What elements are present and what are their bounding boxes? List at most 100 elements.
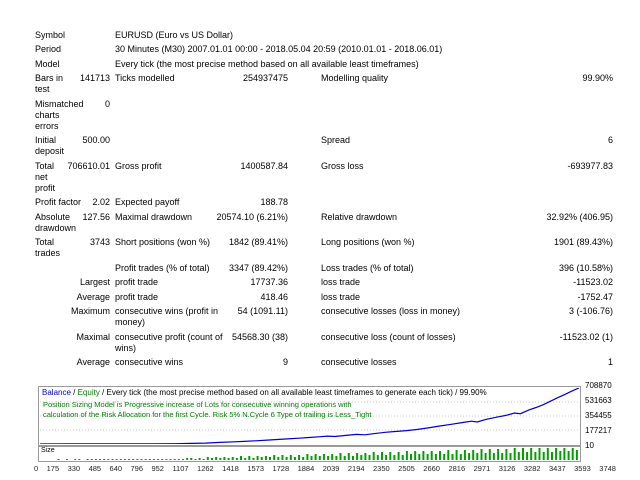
x-axis-label: 2971 bbox=[473, 464, 491, 473]
table-row: Profit trades (% of total) 3347 (89.42%) L… bbox=[0, 259, 640, 274]
stat-label: Relative drawdown bbox=[321, 211, 398, 222]
stat-value: Maximal bbox=[76, 331, 110, 342]
annotation-line2: calculation of the Risk Allocation for t… bbox=[43, 409, 372, 419]
x-axis-label: 3593 bbox=[574, 464, 591, 473]
stat-label: Symbol bbox=[35, 29, 66, 40]
stat-label: Model bbox=[35, 58, 60, 69]
stat-label: Mismatched charts errors bbox=[35, 98, 84, 131]
stat-cell-mid: Expected payoff 188.78 bbox=[115, 197, 288, 208]
stat-cell-left: Symbol bbox=[35, 30, 110, 41]
stat-cell-right: consecutive losses (loss in money) 3 (-10… bbox=[321, 306, 613, 317]
table-row: Initial deposit 500.00 Spread 6 bbox=[0, 132, 640, 158]
stat-value: 1901 (89.43%) bbox=[553, 237, 613, 247]
size-label: Size bbox=[41, 447, 55, 454]
stat-value: 706610.01 bbox=[67, 160, 110, 171]
x-axis-label: 952 bbox=[151, 464, 164, 473]
stat-cell-left: Absolute drawdown 127.56 bbox=[35, 212, 110, 234]
y-axis-label: 708870 bbox=[585, 381, 612, 390]
stat-value: -1752.47 bbox=[577, 291, 613, 302]
stat-label: Initial deposit bbox=[35, 135, 65, 156]
legend-balance: Balance bbox=[42, 388, 71, 397]
x-axis-label: 3748 bbox=[599, 464, 616, 473]
table-row: Profit factor 2.02 Expected payoff 188.78 bbox=[0, 194, 640, 209]
y-axis-label: 177217 bbox=[585, 426, 612, 435]
stat-text: 30 Minutes (M30) 2007.01.01 00:00 - 2018… bbox=[115, 44, 443, 54]
stat-cell-mid: EURUSD (Euro vs US Dollar) bbox=[115, 30, 288, 41]
stat-value: 54 (1091.11) bbox=[237, 306, 288, 316]
stat-cell-mid: consecutive profit (count of wins) 54568.… bbox=[115, 332, 288, 354]
stat-cell-mid: Short positions (won %) 1842 (89.41%) bbox=[115, 237, 288, 248]
x-axis-label: 640 bbox=[109, 464, 123, 473]
table-row: Model Every tick (the most precise method… bbox=[0, 55, 640, 70]
x-axis-label: 330 bbox=[67, 464, 81, 473]
stat-cell-right: consecutive loss (count of losses) -11523… bbox=[321, 332, 613, 343]
stat-label: Ticks modelled bbox=[115, 73, 175, 83]
table-row: Bars in test 141713 Ticks modelled 25493747… bbox=[0, 70, 640, 96]
x-axis-label: 1884 bbox=[297, 464, 315, 473]
legend-model-text: / Every tick (the most precise method ba… bbox=[99, 388, 487, 397]
stat-cell-left: Period bbox=[35, 44, 110, 55]
chart-legend: Balance / Equity / Every tick (the most … bbox=[42, 388, 487, 397]
stat-value: 500.00 bbox=[82, 135, 110, 145]
stat-cell-left: Average bbox=[35, 357, 110, 368]
stat-label: Profit trades (% of total) bbox=[115, 262, 210, 273]
stat-value: 17737.36 bbox=[250, 277, 288, 287]
stat-value: Maximum bbox=[70, 306, 110, 316]
x-axis-label: 175 bbox=[46, 464, 60, 473]
table-row: Largest profit trade 17737.36 loss trade -11… bbox=[0, 274, 640, 289]
table-row: Total net profit 706610.01 Gross profit 140… bbox=[0, 157, 640, 194]
x-axis-label: 2505 bbox=[398, 464, 415, 473]
table-row: Maximum consecutive wins (profit in money… bbox=[0, 303, 640, 329]
table-row: Total trades 3743 Short positions (won %) 1… bbox=[0, 234, 640, 260]
stat-label: consecutive loss (count of losses) bbox=[321, 331, 456, 342]
stat-cell-right: loss trade -1752.47 bbox=[321, 292, 613, 303]
x-axis-label: 1418 bbox=[222, 464, 239, 473]
stat-cell-mid: Every tick (the most precise method base… bbox=[115, 59, 419, 70]
stat-cell-left: Mismatched charts errors 0 bbox=[35, 99, 110, 132]
stat-text: EURUSD (Euro vs US Dollar) bbox=[115, 29, 234, 40]
stat-value: -11523.02 bbox=[573, 277, 613, 287]
stat-label: Short positions (won %) bbox=[115, 237, 211, 247]
stat-cell-right: consecutive losses 1 bbox=[321, 357, 613, 368]
size-histogram-panel: Size bbox=[38, 446, 581, 462]
x-axis-label: 2194 bbox=[347, 464, 365, 473]
stat-cell-mid: profit trade 17737.36 bbox=[115, 277, 288, 288]
stat-label: Expected payoff bbox=[115, 197, 180, 207]
x-axis-label: 3126 bbox=[498, 464, 516, 473]
y-axis-label: 10 bbox=[585, 441, 594, 450]
stat-label: Spread bbox=[321, 135, 351, 145]
stat-value: 418.46 bbox=[260, 291, 288, 302]
stat-cell-right: Long positions (won %) 1901 (89.43%) bbox=[321, 237, 613, 248]
stat-value: -11523.02 (1) bbox=[559, 331, 613, 342]
x-axis-label: 1728 bbox=[272, 464, 290, 473]
x-axis-label: 3282 bbox=[523, 464, 541, 473]
stat-cell-mid: consecutive wins 9 bbox=[115, 357, 288, 368]
stat-value: 141713 bbox=[79, 73, 110, 83]
legend-equity: Equity bbox=[77, 388, 100, 397]
stat-label: profit trade bbox=[115, 277, 159, 287]
table-row: Maximal consecutive profit (count of wins… bbox=[0, 328, 640, 354]
stat-cell-left: Maximal bbox=[35, 332, 110, 343]
stat-text: Every tick (the most precise method base… bbox=[115, 58, 419, 69]
stat-cell-right: Relative drawdown 32.92% (406.95) bbox=[321, 212, 613, 223]
stat-cell-right: Gross loss -693977.83 bbox=[321, 161, 613, 172]
stat-value: 1842 (89.41%) bbox=[228, 237, 288, 247]
y-axis-label: 354455 bbox=[585, 411, 612, 420]
x-axis-label: 485 bbox=[88, 464, 102, 473]
stat-label: loss trade bbox=[321, 277, 361, 287]
stat-label: Total net profit bbox=[35, 160, 56, 193]
stat-cell-mid: Profit trades (% of total) 3347 (89.42%) bbox=[115, 263, 288, 274]
stat-value: Average bbox=[76, 357, 110, 367]
stat-label: loss trade bbox=[321, 291, 361, 302]
x-axis-label: 2350 bbox=[373, 464, 390, 473]
stat-label: consecutive profit (count of wins) bbox=[115, 331, 223, 353]
stat-value: Largest bbox=[79, 277, 110, 287]
x-axis-label: 796 bbox=[130, 464, 144, 473]
stat-label: Long positions (won %) bbox=[321, 237, 415, 247]
stat-value: 9 bbox=[282, 357, 288, 367]
stat-cell-left: Profit factor 2.02 bbox=[35, 197, 110, 208]
table-row: Mismatched charts errors 0 bbox=[0, 95, 640, 132]
stat-value: 1 bbox=[607, 357, 613, 367]
stat-value: 99.90% bbox=[582, 73, 613, 83]
x-axis-label: 3437 bbox=[549, 464, 566, 473]
